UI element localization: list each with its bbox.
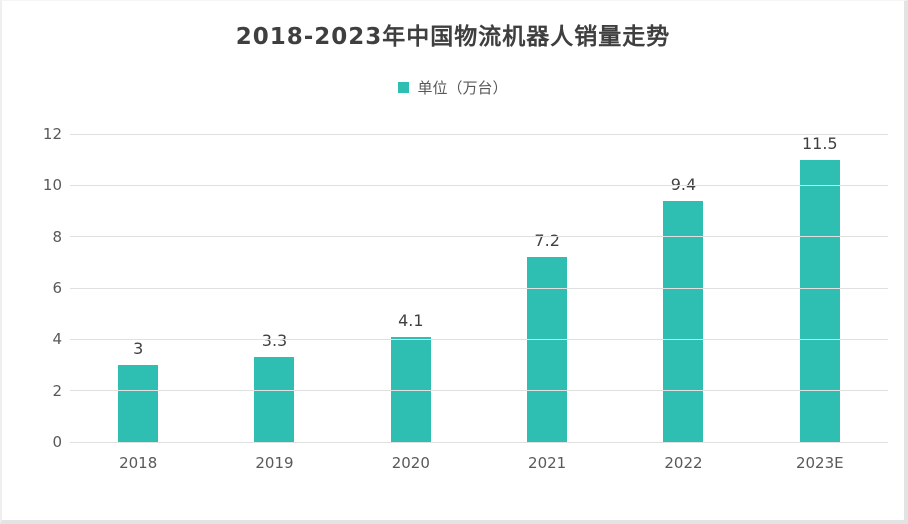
gridline <box>70 133 888 135</box>
bar-slot-2020: 4.1 <box>343 134 479 442</box>
bar-value-label: 11.5 <box>801 134 838 153</box>
bar-value-label: 7.2 <box>534 231 560 251</box>
gridline <box>70 441 888 443</box>
gridline <box>70 287 888 289</box>
x-tick-label-2023E: 2023E <box>795 454 844 472</box>
y-axis: 0 2 4 6 8 10 12 <box>26 125 70 451</box>
legend-swatch <box>398 82 410 93</box>
legend-label: 单位（万台） <box>417 79 508 97</box>
bar-slot-2019: 3.3 <box>206 134 342 442</box>
x-tick-label-2018: 2018 <box>119 454 158 472</box>
y-tick-label: 4 <box>52 330 62 349</box>
y-tick-label: 6 <box>52 279 62 297</box>
x-tick-label-2019: 2019 <box>255 454 294 472</box>
bar-slot-2022: 9.4 <box>615 134 751 442</box>
x-tick-label-2022: 2022 <box>664 454 703 472</box>
x-tick-label-2021: 2021 <box>528 454 567 472</box>
bar-slot-2023E: 11.5 <box>752 134 888 442</box>
plot-area: 3 3.3 4.1 7.2 9.4 11.5 <box>70 133 888 443</box>
gridline <box>70 338 888 340</box>
legend: 单位（万台） <box>2 77 904 98</box>
y-tick-label: 8 <box>52 227 62 246</box>
x-axis: 2018 2019 2020 2021 2022 2023E <box>2 454 904 472</box>
bar-2019 <box>254 357 295 442</box>
plot-region: 0 2 4 6 8 10 12 3 3.3 4.1 7.2 9.4 11.5 <box>2 125 904 451</box>
bar-2020 <box>390 336 431 442</box>
bar-2021 <box>527 257 568 442</box>
bar-slot-2018: 3 <box>70 134 206 442</box>
bar-value-label: 3.3 <box>261 331 288 351</box>
bar-value-label: 4.1 <box>398 310 424 330</box>
y-tick-label: 2 <box>52 381 62 400</box>
y-tick-label: 12 <box>42 125 62 143</box>
gridline <box>70 236 888 238</box>
gridline <box>70 390 888 392</box>
bar-2022 <box>663 200 704 442</box>
bar-2023E <box>799 160 840 442</box>
x-tick-label-2020: 2020 <box>391 454 430 472</box>
y-tick-label: 0 <box>52 433 62 451</box>
gridline <box>70 184 888 186</box>
bar-2018 <box>118 365 159 442</box>
bar-value-label: 9.4 <box>670 174 697 194</box>
chart-title: 2018-2023年中国物流机器人销量走势 <box>235 24 671 50</box>
y-tick-label: 10 <box>42 176 62 195</box>
bar-value-label: 3 <box>133 339 144 358</box>
